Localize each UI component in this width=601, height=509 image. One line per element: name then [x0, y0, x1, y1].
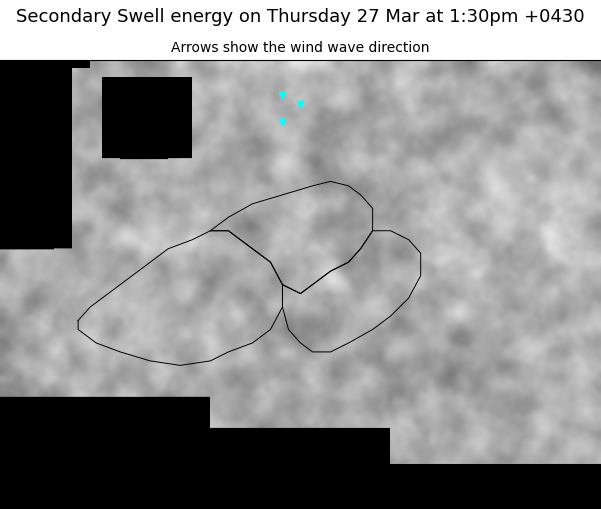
Text: Secondary Swell energy on Thursday 27 Mar at 1:30pm +0430: Secondary Swell energy on Thursday 27 Ma…	[16, 8, 585, 26]
Text: Arrows show the wind wave direction: Arrows show the wind wave direction	[171, 41, 430, 54]
